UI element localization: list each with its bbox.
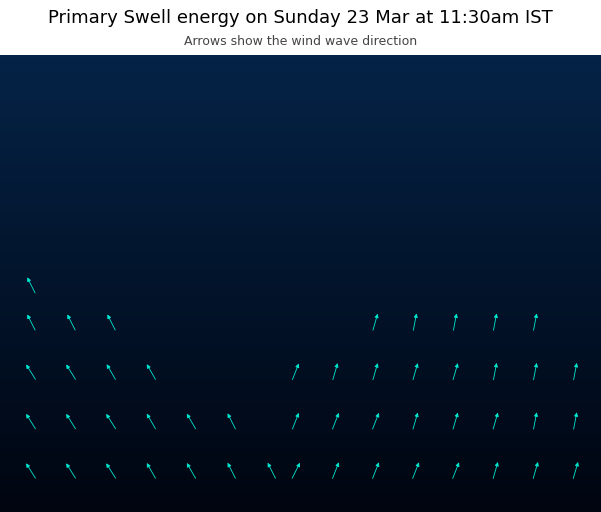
Text: Arrows show the wind wave direction: Arrows show the wind wave direction <box>184 35 417 48</box>
Text: Primary Swell energy on Sunday 23 Mar at 11:30am IST: Primary Swell energy on Sunday 23 Mar at… <box>48 9 553 27</box>
